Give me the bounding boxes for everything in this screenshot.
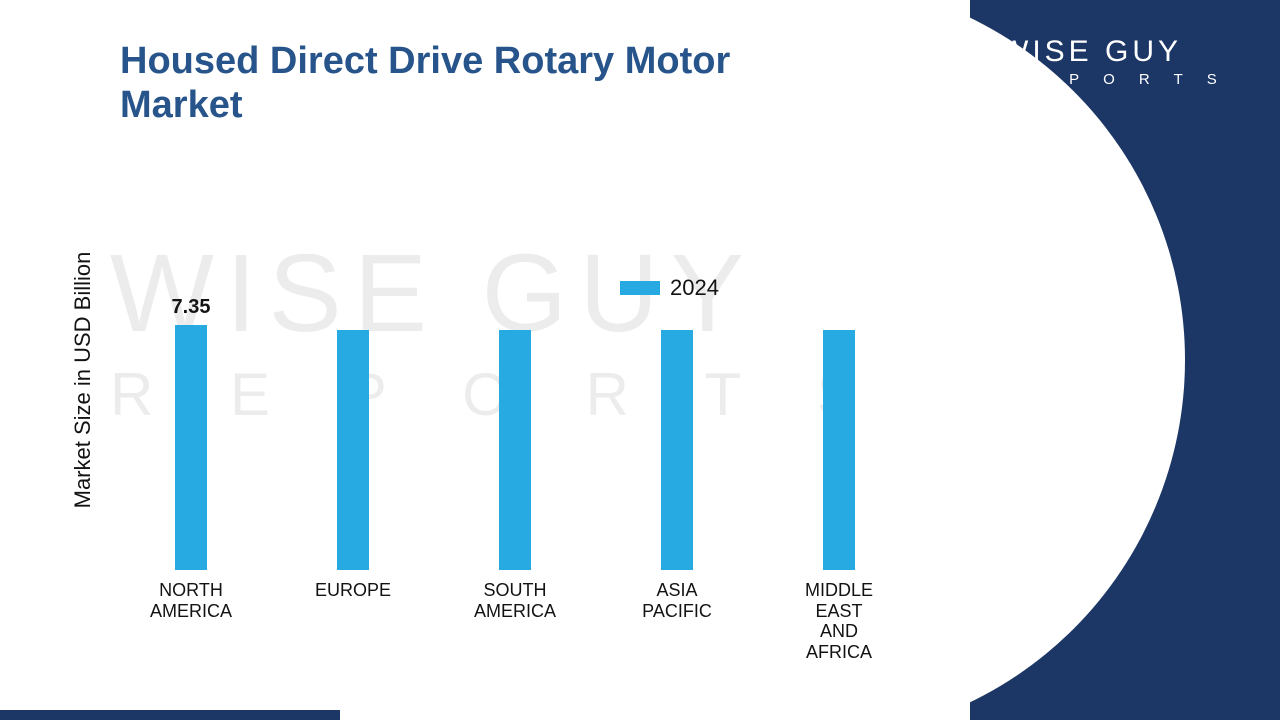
chart-plot-area: 7.35	[110, 310, 920, 570]
bar	[661, 330, 693, 570]
bar-group: 7.35	[110, 325, 272, 570]
bar	[175, 325, 207, 570]
y-axis-label: Market Size in USD Billion	[70, 252, 96, 509]
x-axis-category-label: ASIAPACIFIC	[596, 580, 758, 621]
bar-group	[758, 330, 920, 570]
bottom-accent-bar	[0, 710, 340, 720]
brand-logo-top: WISE GUY	[1000, 35, 1250, 69]
bar	[499, 330, 531, 570]
right-panel	[970, 0, 1280, 720]
chart-title: Housed Direct Drive Rotary Motor Market	[120, 40, 840, 127]
bar-group	[272, 330, 434, 570]
page-root: WISE GUY R E P O R T S Housed Direct Dri…	[0, 0, 1280, 720]
legend-label: 2024	[670, 275, 719, 301]
brand-logo: WISE GUY R E P O R T S	[1000, 35, 1250, 88]
bar-value-label: 7.35	[172, 296, 211, 319]
x-axis-category-label: SOUTHAMERICA	[434, 580, 596, 621]
bar	[823, 330, 855, 570]
x-axis-category-label: MIDDLEEASTANDAFRICA	[758, 580, 920, 663]
x-axis-category-label: NORTHAMERICA	[110, 580, 272, 621]
brand-logo-bottom: R E P O R T S	[1000, 71, 1250, 88]
bar	[337, 330, 369, 570]
bar-group	[596, 330, 758, 570]
legend: 2024	[620, 275, 719, 301]
x-axis-category-label: EUROPE	[272, 580, 434, 601]
bar-group	[434, 330, 596, 570]
legend-swatch	[620, 281, 660, 295]
